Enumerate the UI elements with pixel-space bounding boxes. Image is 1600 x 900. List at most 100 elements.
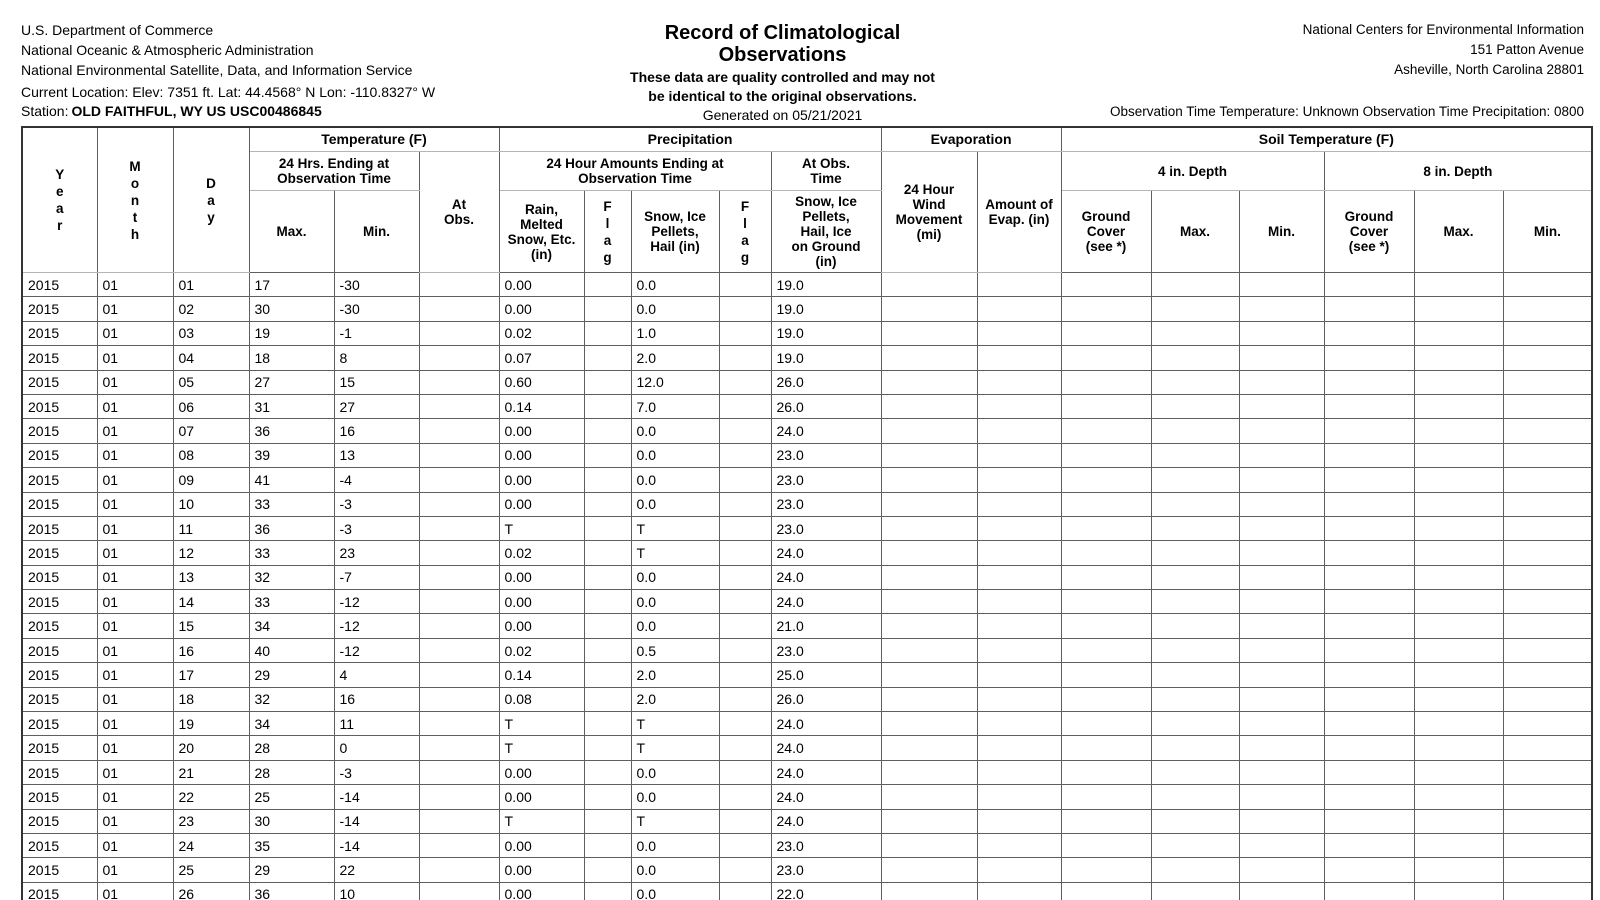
table-cell [1150,832,1240,859]
table-cell [583,467,632,493]
table-cell [1502,540,1593,566]
ncei-line-1: National Centers for Environmental Infor… [1302,22,1584,37]
table-cell: 0.0 [630,296,720,322]
table-cell [718,296,772,322]
table-cell [976,393,1062,420]
table-cell [583,589,632,615]
table-cell [718,271,772,298]
table-cell [880,540,978,566]
ncei-line-2: 151 Patton Avenue [1470,42,1584,57]
table-cell: T [498,711,585,737]
table-cell [1238,271,1325,298]
table-cell: 15 [333,369,420,395]
table-cell: 0.02 [498,540,585,566]
table-cell: 0.02 [498,320,585,347]
table-cell [1238,296,1325,322]
table-cell [1150,320,1240,347]
table-cell: T [630,735,720,761]
table-cell: 28 [248,759,335,786]
table-cell: 01 [96,515,174,542]
table-cell: 12.0 [630,369,720,395]
table-cell [976,589,1062,615]
table-cell [976,881,1062,900]
table-cell [1238,540,1325,566]
table-cell: 01 [96,467,174,493]
table-cell [1502,564,1593,591]
table-cell [1323,832,1415,859]
table-cell: 26.0 [770,369,882,395]
table-cell [583,711,632,737]
table-cell [976,345,1062,371]
table-cell: -14 [333,808,420,834]
table-cell [1413,369,1504,395]
table-cell: 0.00 [498,759,585,786]
table-cell: 2015 [21,662,98,688]
table-cell [976,271,1062,298]
table-cell [1150,491,1240,517]
table-cell [418,735,500,761]
table-cell: 13 [333,442,420,469]
table-cell [1238,881,1325,900]
table-cell: 17 [248,271,335,298]
table-cell [1323,442,1415,469]
table-cell: T [630,515,720,542]
table-cell [976,735,1062,761]
table-cell [880,662,978,688]
table-cell: 33 [248,491,335,517]
table-cell [880,442,978,469]
table-cell: 0.0 [630,613,720,639]
table-cell: 08 [172,442,250,469]
table-cell [418,393,500,420]
table-cell [1413,320,1504,347]
table-cell: 0.0 [630,759,720,786]
table-cell [583,662,632,688]
table-row: 2015 01 12 33 23 0.02 T 24.0 [21,540,1593,566]
table-cell: 0.00 [498,296,585,322]
table-cell [1323,467,1415,493]
table-cell [418,345,500,371]
table-row: 2015 01 09 41 -4 0.00 0.0 23.0 [21,467,1593,493]
table-cell: 0.00 [498,589,585,615]
table-cell [718,589,772,615]
table-cell [1060,808,1152,834]
table-cell: 2015 [21,393,98,420]
ncei-address-block: National Centers for Environmental Infor… [1303,20,1584,80]
table-cell: 2015 [21,784,98,810]
table-cell [1060,442,1152,469]
table-cell: 19.0 [770,345,882,371]
table-cell [583,759,632,786]
table-cell: 01 [96,808,174,834]
table-cell [1413,271,1504,298]
table-cell: 2015 [21,442,98,469]
table-cell [880,759,978,786]
table-cell: 09 [172,467,250,493]
table-cell [1323,857,1415,883]
table-cell [1502,345,1593,371]
table-cell [976,613,1062,639]
table-cell: 0.00 [498,491,585,517]
table-cell [718,320,772,347]
table-cell: 01 [96,857,174,883]
table-cell: T [498,515,585,542]
table-cell [718,418,772,444]
table-cell [1413,467,1504,493]
table-cell [1502,271,1593,298]
table-cell: 0.14 [498,662,585,688]
table-cell: T [630,808,720,834]
table-cell: 24.0 [770,759,882,786]
table-cell [718,467,772,493]
table-cell: 03 [172,320,250,347]
table-cell [718,759,772,786]
table-row: 2015 01 13 32 -7 0.00 0.0 24.0 [21,564,1593,591]
table-row: 2015 01 02 30 -30 0.00 0.0 19.0 [21,296,1593,322]
table-row: 2015 01 07 36 16 0.00 0.0 24.0 [21,418,1593,444]
table-cell: 25.0 [770,662,882,688]
table-row: 2015 01 16 40 -12 0.02 0.5 23.0 [21,637,1593,664]
table-cell [1413,491,1504,517]
table-cell: 0.0 [630,832,720,859]
table-row: 2015 01 23 30 -14 T T 24.0 [21,808,1593,834]
table-cell: 0.00 [498,832,585,859]
table-cell [1150,418,1240,444]
table-cell [976,515,1062,542]
table-cell [418,784,500,810]
